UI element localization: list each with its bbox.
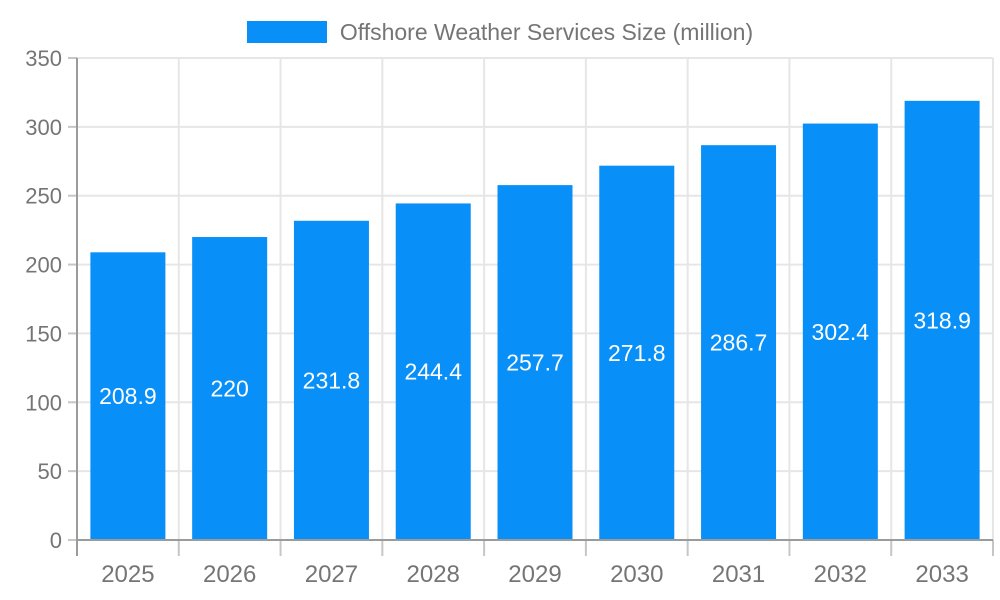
y-tick-label: 250 [25, 184, 62, 209]
bar-2028[interactable] [395, 203, 471, 541]
x-tick-label: 2029 [508, 561, 561, 588]
x-tick-label: 2027 [305, 561, 358, 588]
x-tick-label: 2032 [814, 561, 867, 588]
x-tick-label: 2025 [101, 561, 154, 588]
y-tick-label: 50 [38, 459, 62, 484]
bar-2025[interactable] [90, 252, 166, 540]
legend-swatch [246, 21, 327, 43]
bar-2026[interactable] [192, 237, 268, 540]
x-tick-label: 2030 [610, 561, 663, 588]
y-tick-label: 300 [25, 115, 62, 140]
bar-2030[interactable] [599, 165, 675, 540]
bar-value-label: 318.9 [913, 307, 971, 333]
x-tick-label: 2031 [712, 561, 765, 588]
bar-2027[interactable] [293, 220, 369, 540]
bar-2033[interactable] [904, 100, 980, 541]
y-tick-label: 350 [25, 46, 62, 71]
bar-2029[interactable] [497, 185, 573, 540]
legend-label: Offshore Weather Services Size (million) [339, 19, 754, 45]
y-tick-label: 150 [25, 321, 62, 346]
bar-value-label: 302.4 [812, 319, 870, 345]
y-tick-label: 100 [25, 390, 62, 415]
bar-2031[interactable] [701, 145, 777, 540]
bar-value-label: 244.4 [404, 359, 462, 385]
bar-value-label: 231.8 [303, 367, 361, 393]
bar-value-label: 286.7 [710, 330, 768, 356]
bar-value-label: 220 [210, 376, 248, 402]
bar-value-label: 271.8 [608, 340, 666, 366]
bar-value-label: 257.7 [506, 350, 564, 376]
x-tick-label: 2028 [407, 561, 460, 588]
y-tick-label: 0 [50, 528, 62, 553]
x-tick-label: 2026 [203, 561, 256, 588]
chart-legend[interactable]: Offshore Weather Services Size (million) [0, 18, 1000, 46]
bar-value-label: 208.9 [99, 383, 157, 409]
y-tick-label: 200 [25, 253, 62, 278]
bar-2032[interactable] [802, 123, 878, 540]
x-tick-label: 2033 [915, 561, 968, 588]
